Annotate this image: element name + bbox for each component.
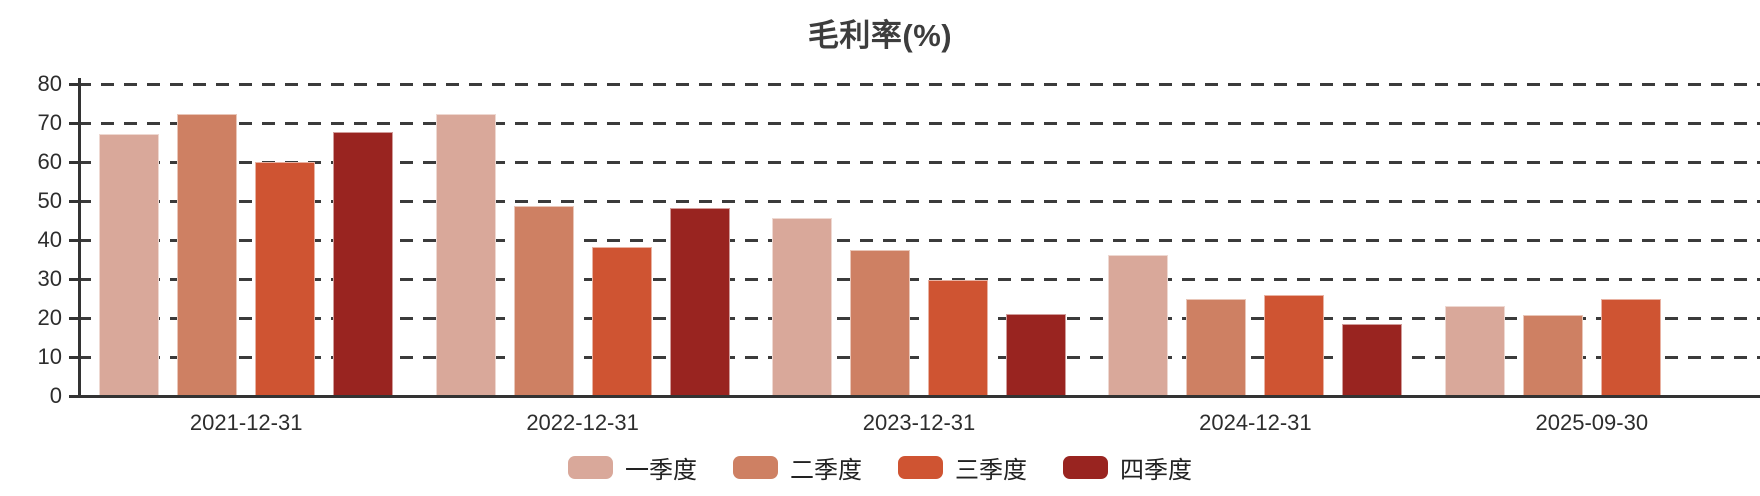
y-axis-tick: [69, 160, 78, 164]
x-axis-category-label: 2023-12-31: [862, 410, 976, 435]
gridline: [78, 238, 1760, 242]
gridline: [78, 199, 1760, 203]
bar-2024-12-31-q3[interactable]: [1264, 294, 1325, 396]
y-axis-tick: [69, 82, 78, 86]
bar-2024-12-31-q1[interactable]: [1108, 254, 1169, 396]
x-axis-category-label: 2022-12-31: [526, 410, 639, 435]
bar-2025-09-30-q1[interactable]: [1444, 305, 1505, 396]
y-axis-tick-label: 20: [37, 305, 62, 330]
y-axis-tick-label: 70: [37, 110, 62, 135]
gridline: [78, 355, 1760, 359]
bar-2022-12-31-q3[interactable]: [591, 246, 652, 396]
bar-2022-12-31-q2[interactable]: [513, 206, 574, 396]
legend-item-q3[interactable]: 三季度: [898, 450, 1027, 485]
legend-label: 一季度: [625, 457, 697, 484]
y-axis-line: [78, 78, 81, 398]
y-axis-tick: [69, 238, 78, 242]
x-axis-category-label: 2024-12-31: [1199, 410, 1312, 435]
bar-2023-12-31-q2[interactable]: [850, 250, 910, 396]
legend-item-q4[interactable]: 四季度: [1063, 450, 1192, 485]
y-axis-tick-label: 30: [37, 266, 62, 291]
bar-2021-12-31-q4[interactable]: [333, 131, 394, 396]
legend-item-q1[interactable]: 一季度: [568, 450, 697, 485]
gridline: [78, 316, 1760, 320]
bar-2023-12-31-q1[interactable]: [772, 218, 832, 396]
x-axis-category-label: 2021-12-31: [189, 410, 303, 435]
x-axis-line: [78, 395, 1760, 398]
gridline: [78, 121, 1760, 125]
y-axis-tick: [69, 277, 78, 281]
gridline: [78, 82, 1760, 86]
bar-2022-12-31-q4[interactable]: [669, 207, 730, 396]
y-axis-tick-label: 0: [49, 383, 62, 408]
bar-2021-12-31-q1[interactable]: [99, 133, 160, 396]
y-axis-tick: [69, 355, 78, 359]
legend-swatch-icon: [568, 456, 613, 479]
gridline: [78, 160, 1760, 164]
bar-2024-12-31-q4[interactable]: [1342, 324, 1403, 396]
bar-2022-12-31-q1[interactable]: [435, 114, 496, 396]
y-axis-tick: [69, 199, 78, 203]
legend-label: 二季度: [790, 457, 862, 484]
bar-2021-12-31-q2[interactable]: [177, 113, 238, 396]
y-axis-tick: [69, 316, 78, 320]
bar-2025-09-30-q3[interactable]: [1600, 298, 1661, 396]
y-axis-tick-label: 50: [37, 188, 62, 213]
legend-item-q2[interactable]: 二季度: [733, 450, 862, 485]
y-axis-tick: [69, 121, 78, 125]
y-axis-tick: [69, 394, 78, 398]
x-axis-category-label: 2025-09-30: [1535, 410, 1649, 435]
bar-2021-12-31-q3[interactable]: [255, 162, 316, 396]
bar-2024-12-31-q2[interactable]: [1186, 299, 1247, 396]
legend-swatch-icon: [1063, 456, 1108, 479]
y-axis-tick-label: 60: [37, 149, 62, 174]
bar-2025-09-30-q2[interactable]: [1522, 314, 1583, 396]
gridline: [78, 277, 1760, 281]
legend-swatch-icon: [733, 456, 778, 479]
chart-title: 毛利率(%): [807, 18, 953, 53]
y-axis-tick-label: 80: [37, 71, 62, 96]
y-axis-tick-label: 40: [37, 227, 62, 252]
bar-2023-12-31-q3[interactable]: [928, 280, 988, 396]
legend-swatch-icon: [898, 456, 943, 479]
y-axis-tick-label: 10: [37, 344, 62, 369]
legend: 一季度 二季度 三季度 四季度: [0, 450, 1760, 485]
legend-label: 四季度: [1120, 457, 1192, 484]
bar-2023-12-31-q4[interactable]: [1006, 314, 1066, 396]
legend-label: 三季度: [955, 457, 1027, 484]
